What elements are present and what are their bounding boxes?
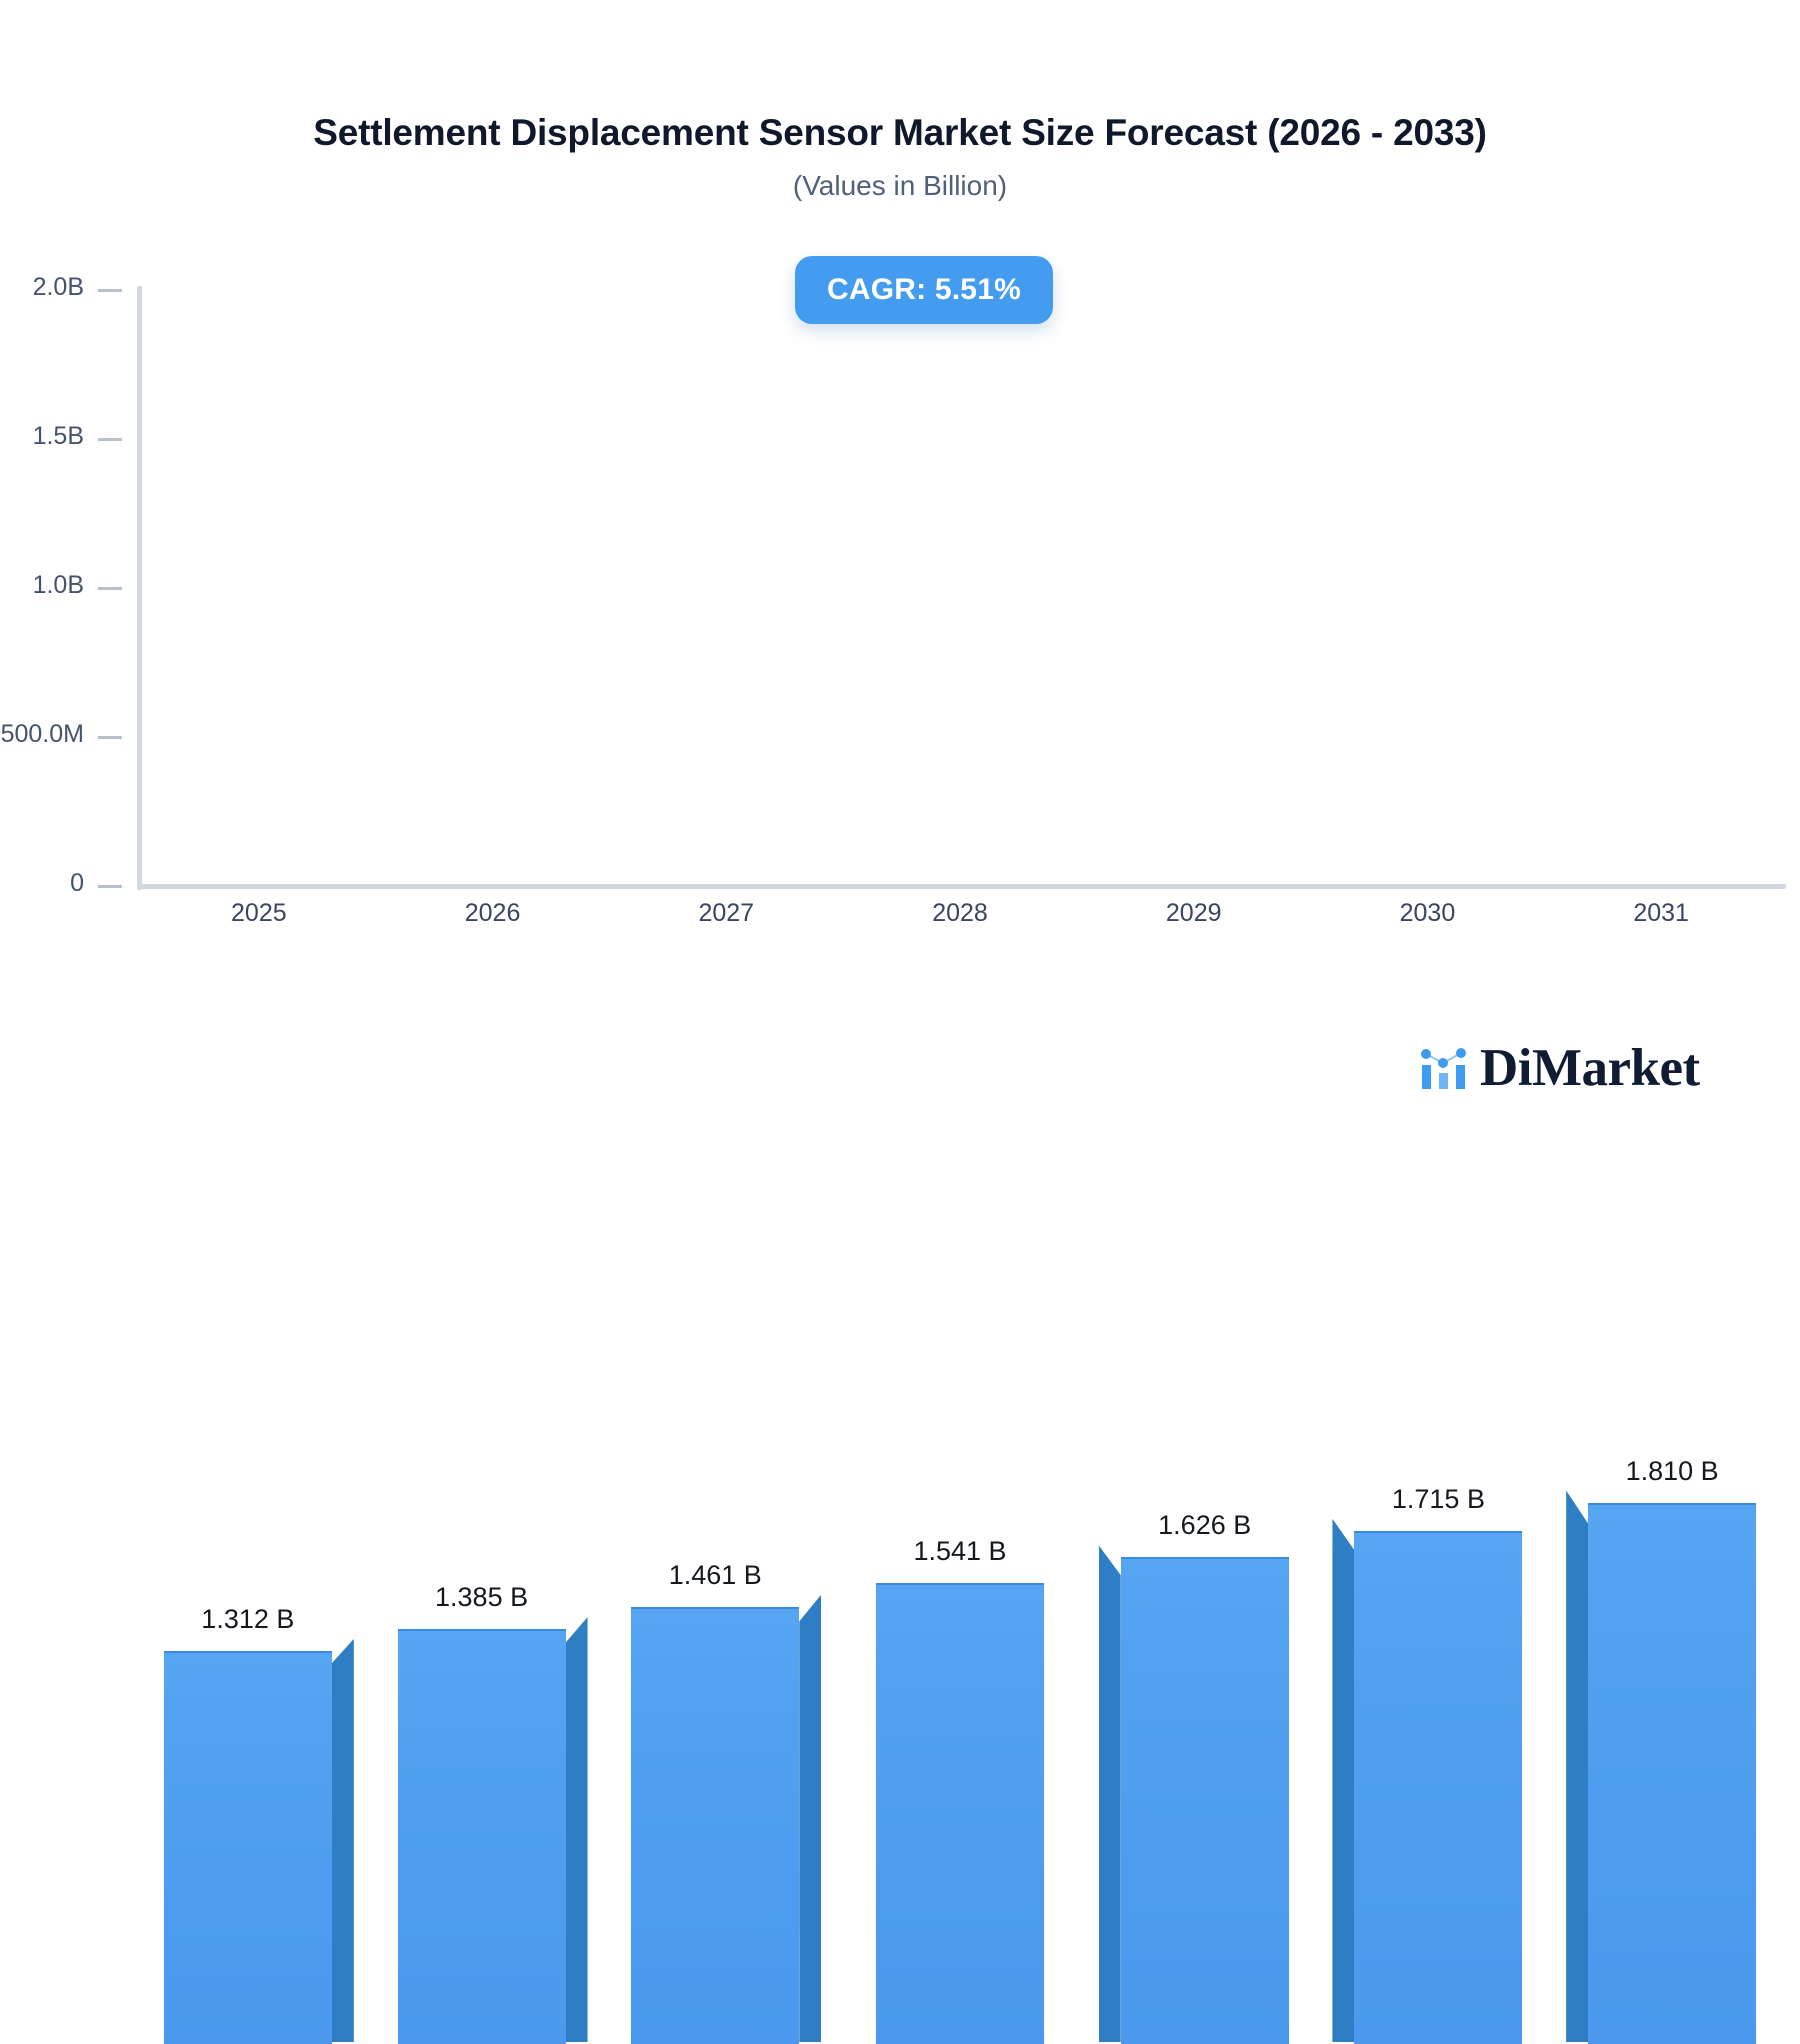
bar-value-label: 1.385 B — [435, 1582, 529, 1613]
chart-subtitle: (Values in Billion) — [792, 169, 1008, 201]
y-axis-tick-mark — [98, 289, 122, 292]
bar-front-face — [397, 1629, 566, 2044]
bar-value-label: 1.715 B — [1391, 1483, 1485, 1514]
bar-value-label: 1.461 B — [668, 1559, 762, 1590]
x-axis-label: 2030 — [1399, 899, 1456, 927]
y-axis-tick-label: 2.0B — [32, 273, 84, 301]
y-axis-tick-mark — [98, 736, 122, 739]
y-axis-tick-label: 0 — [70, 869, 84, 897]
bar-front-face — [1354, 1530, 1523, 2044]
y-axis-tick-mark — [98, 885, 122, 888]
plot-area: 0 500.0M 1.0B 1.5B 2.0B 1.312 B 1.385 B 1.461 … — [0, 273, 1786, 2044]
bar-value-label: 1.312 B — [201, 1604, 295, 1635]
x-axis-label: 2029 — [1165, 899, 1222, 927]
x-axis-line — [137, 884, 1786, 889]
cagr-badge: CAGR: 5.51% — [795, 256, 1053, 324]
bar-value-label: 1.626 B — [1158, 1510, 1252, 1541]
bar-front-face — [163, 1651, 332, 2044]
bar-front-face — [1588, 1502, 1757, 2044]
chart-container: Settlement Displacement Sensor Market Si… — [0, 112, 1800, 2044]
x-axis-label: 2025 — [231, 899, 287, 927]
bar-side-face — [799, 1594, 822, 2042]
bar-value-label: 1.541 B — [913, 1535, 1007, 1566]
bar-side-face — [565, 1617, 588, 2042]
bar-chart-icon — [1421, 1047, 1466, 1089]
logo-wordmark: DiMarket — [1480, 1039, 1700, 1097]
bar-front-face — [1120, 1557, 1289, 2044]
bar-side-face — [1098, 1545, 1121, 2042]
y-axis-tick-label: 1.0B — [32, 571, 84, 599]
x-axis-label: 2031 — [1633, 899, 1689, 927]
y-axis-line — [137, 286, 142, 890]
y-axis-tick-mark — [98, 587, 122, 590]
bar-front-face — [631, 1606, 800, 2044]
bar-side-face — [1566, 1490, 1589, 2042]
y-axis-tick-mark — [98, 438, 122, 441]
cagr-badge-label: CAGR: 5.51% — [827, 273, 1021, 306]
bar-front-face — [876, 1582, 1044, 2044]
title-block: Settlement Displacement Sensor Market Si… — [0, 112, 1800, 202]
x-axis-label: 2027 — [698, 899, 755, 927]
bar-side-face — [1332, 1518, 1355, 2042]
page-title: Settlement Displacement Sensor Market Si… — [313, 112, 1487, 153]
y-axis-tick-label: 1.5B — [32, 422, 84, 450]
bar-side-face — [331, 1638, 354, 2042]
y-axis-tick-label: 500.0M — [0, 720, 84, 748]
x-axis-label: 2028 — [932, 899, 988, 927]
x-axis-label: 2026 — [464, 899, 521, 927]
bar-value-label: 1.810 B — [1625, 1455, 1719, 1486]
dimarket-logo: DiMarket — [1418, 1042, 1700, 1095]
